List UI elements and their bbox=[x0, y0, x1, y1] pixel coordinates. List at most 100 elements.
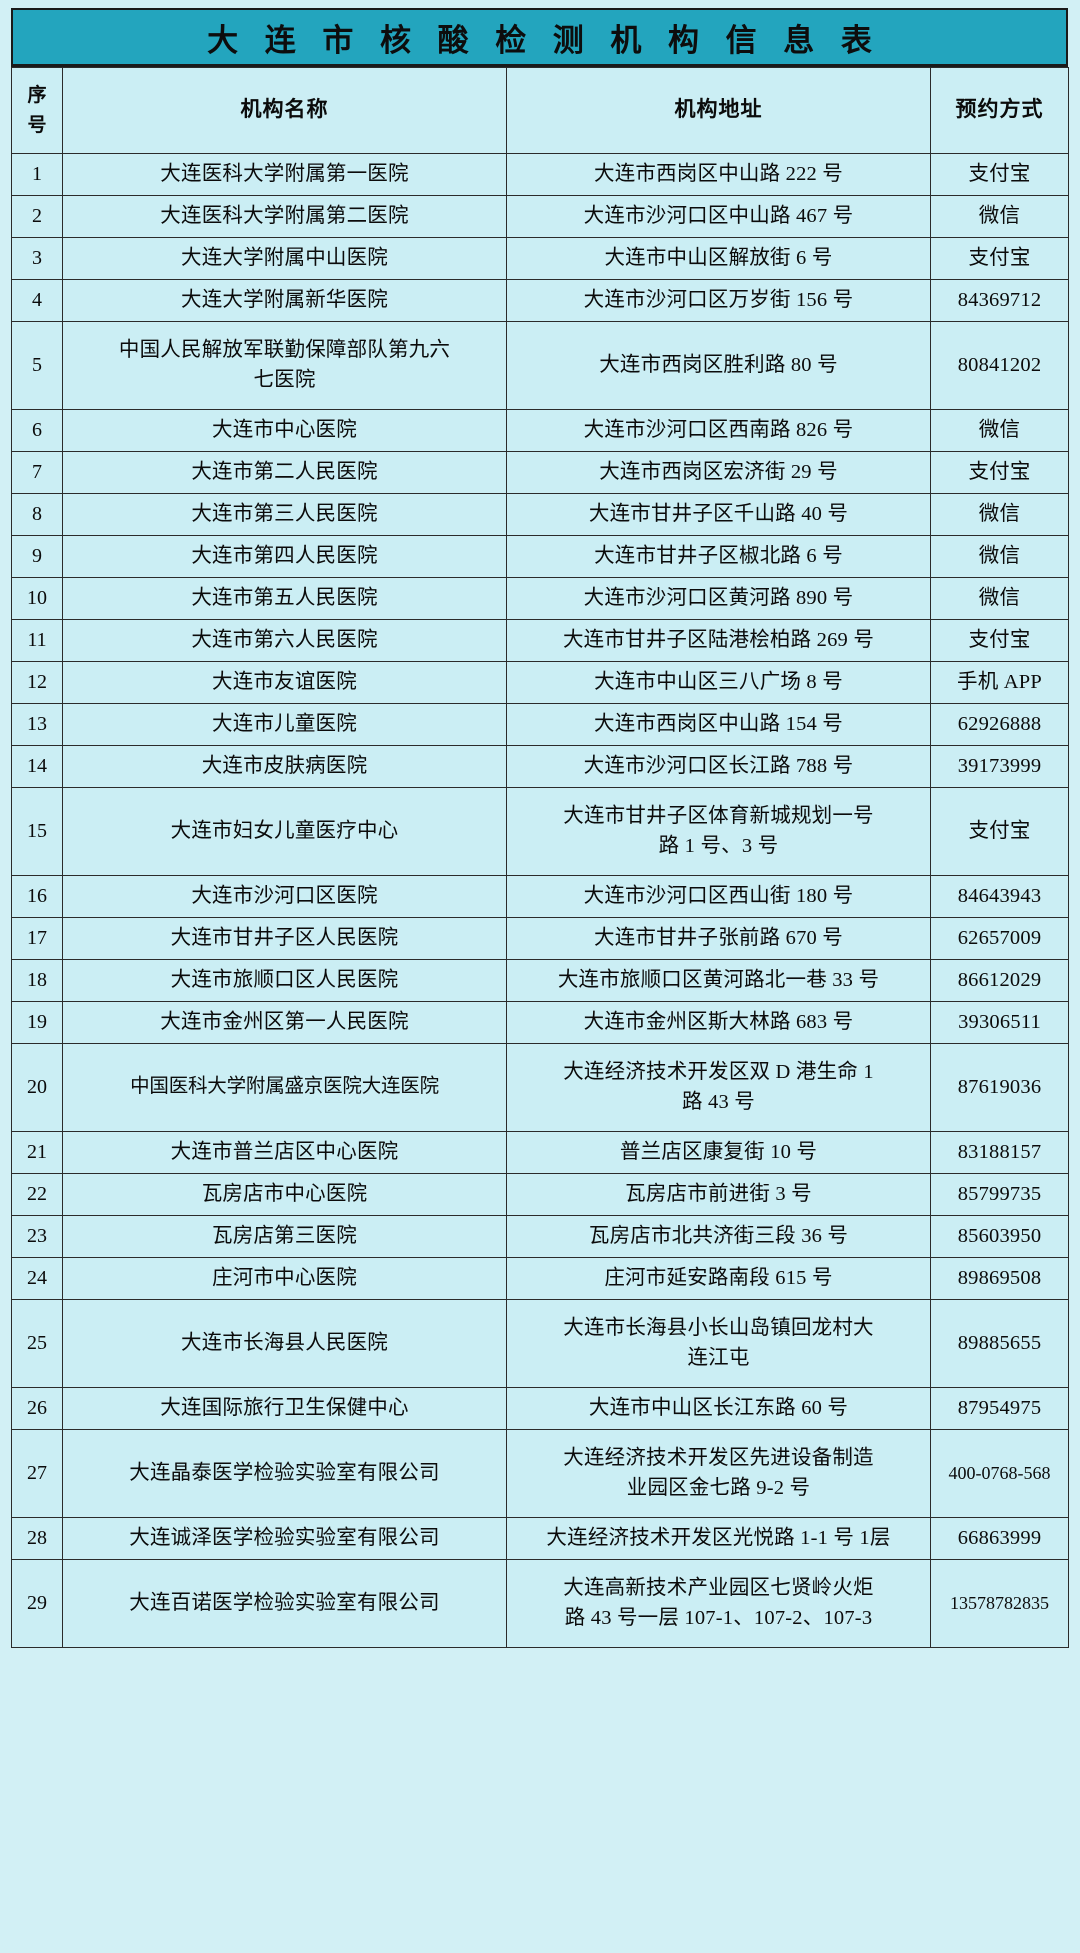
table-row: 14 大连市皮肤病医院 大连市沙河口区长江路 788 号 39173999 bbox=[11, 745, 1069, 788]
cell-institution-name: 大连市儿童医院 bbox=[62, 703, 507, 746]
table-row: 29 大连百诺医学检验实验室有限公司 大连高新技术产业园区七贤岭火炬路 43 号一层… bbox=[11, 1559, 1069, 1648]
table-row: 28 大连诚泽医学检验实验室有限公司 大连经济技术开发区光悦路 1-1 号 1层 66… bbox=[11, 1517, 1069, 1560]
cell-index: 13 bbox=[11, 703, 63, 746]
table-row: 16 大连市沙河口区医院 大连市沙河口区西山街 180 号 84643943 bbox=[11, 875, 1069, 918]
cell-booking-method: 400-0768-568 bbox=[930, 1429, 1069, 1518]
cell-institution-name: 大连市甘井子区人民医院 bbox=[62, 917, 507, 960]
table-header: 序 号 机构名称 机构地址 预约方式 bbox=[11, 67, 1069, 154]
cell-booking-method: 支付宝 bbox=[930, 153, 1069, 196]
cell-booking-method: 87954975 bbox=[930, 1387, 1069, 1430]
cell-institution-name: 大连市沙河口区医院 bbox=[62, 875, 507, 918]
cell-index: 21 bbox=[11, 1131, 63, 1174]
cell-booking-method: 80841202 bbox=[930, 321, 1069, 410]
table-row: 17 大连市甘井子区人民医院 大连市甘井子张前路 670 号 62657009 bbox=[11, 917, 1069, 960]
table-row: 2 大连医科大学附属第二医院 大连市沙河口区中山路 467 号微信 bbox=[11, 195, 1069, 238]
cell-institution-name: 大连市第四人民医院 bbox=[62, 535, 507, 578]
column-header-name: 机构名称 bbox=[62, 67, 507, 154]
cell-institution-name: 大连市皮肤病医院 bbox=[62, 745, 507, 788]
cell-booking-method: 87619036 bbox=[930, 1043, 1069, 1132]
table-row: 24 庄河市中心医院 庄河市延安路南段 615 号 89869508 bbox=[11, 1257, 1069, 1300]
cell-institution-address: 大连市沙河口区长江路 788 号 bbox=[506, 745, 931, 788]
table-row: 3 大连大学附属中山医院 大连市中山区解放街 6 号支付宝 bbox=[11, 237, 1069, 280]
cell-institution-name: 大连医科大学附属第二医院 bbox=[62, 195, 507, 238]
cell-institution-name: 中国医科大学附属盛京医院大连医院 bbox=[62, 1043, 507, 1132]
table-row: 15 大连市妇女儿童医疗中心 大连市甘井子区体育新城规划一号路 1 号、3 号支付宝 bbox=[11, 787, 1069, 876]
cell-booking-method: 微信 bbox=[930, 195, 1069, 238]
table-row: 8 大连市第三人民医院 大连市甘井子区千山路 40 号微信 bbox=[11, 493, 1069, 536]
table-row: 4 大连大学附属新华医院 大连市沙河口区万岁街 156 号 84369712 bbox=[11, 279, 1069, 322]
cell-booking-method: 支付宝 bbox=[930, 619, 1069, 662]
table-row: 27 大连晶泰医学检验实验室有限公司 大连经济技术开发区先进设备制造 业园区金七路 9… bbox=[11, 1429, 1069, 1518]
cell-booking-method: 84643943 bbox=[930, 875, 1069, 918]
cell-institution-address: 大连市金州区斯大林路 683 号 bbox=[506, 1001, 931, 1044]
testing-institutions-table: 序 号 机构名称 机构地址 预约方式 1 大连医科大学附属第一医院 大连市西岗区中山… bbox=[11, 67, 1069, 1648]
cell-institution-address: 大连高新技术产业园区七贤岭火炬路 43 号一层 107-1、107-2、107-… bbox=[506, 1559, 931, 1648]
column-header-index-line1: 序 bbox=[27, 85, 47, 107]
cell-institution-address: 大连市西岗区中山路 154 号 bbox=[506, 703, 931, 746]
table-row: 5 中国人民解放军联勤保障部队第九六 七医院 大连市西岗区胜利路 80 号 808412… bbox=[11, 321, 1069, 410]
cell-index: 26 bbox=[11, 1387, 63, 1430]
cell-booking-method: 84369712 bbox=[930, 279, 1069, 322]
cell-booking-method: 支付宝 bbox=[930, 787, 1069, 876]
cell-institution-address-line: 路 43 号 bbox=[682, 1090, 755, 1113]
cell-index: 28 bbox=[11, 1517, 63, 1560]
cell-institution-address: 大连经济技术开发区光悦路 1-1 号 1层 bbox=[506, 1517, 931, 1560]
table-row: 18 大连市旅顺口区人民医院 大连市旅顺口区黄河路北一巷 33 号 86612029 bbox=[11, 959, 1069, 1002]
cell-index: 20 bbox=[11, 1043, 63, 1132]
table-row: 6 大连市中心医院 大连市沙河口区西南路 826 号微信 bbox=[11, 409, 1069, 452]
page-title: 大 连 市 核 酸 检 测 机 构 信 息 表 bbox=[207, 22, 881, 58]
table-row: 10 大连市第五人民医院 大连市沙河口区黄河路 890 号微信 bbox=[11, 577, 1069, 620]
cell-booking-method: 85603950 bbox=[930, 1215, 1069, 1258]
cell-institution-address: 大连市西岗区中山路 222 号 bbox=[506, 153, 931, 196]
cell-booking-method: 83188157 bbox=[930, 1131, 1069, 1174]
cell-institution-address: 大连市沙河口区黄河路 890 号 bbox=[506, 577, 931, 620]
cell-institution-address: 瓦房店市北共济街三段 36 号 bbox=[506, 1215, 931, 1258]
cell-index: 22 bbox=[11, 1173, 63, 1216]
cell-booking-method: 62926888 bbox=[930, 703, 1069, 746]
cell-institution-address: 大连市西岗区宏济街 29 号 bbox=[506, 451, 931, 494]
cell-institution-name: 大连市中心医院 bbox=[62, 409, 507, 452]
table-row: 19 大连市金州区第一人民医院 大连市金州区斯大林路 683 号 39306511 bbox=[11, 1001, 1069, 1044]
column-header-address: 机构地址 bbox=[506, 67, 931, 154]
cell-institution-address-line: 大连市长海县小长山岛镇回龙村大 bbox=[563, 1316, 874, 1339]
cell-booking-method: 13578782835 bbox=[930, 1559, 1069, 1648]
cell-index: 2 bbox=[11, 195, 63, 238]
cell-institution-address-line: 大连经济技术开发区双 D 港生命 1 bbox=[563, 1060, 874, 1083]
cell-booking-method: 89885655 bbox=[930, 1299, 1069, 1388]
cell-institution-address-line: 连江屯 bbox=[687, 1346, 750, 1369]
cell-index: 6 bbox=[11, 409, 63, 452]
cell-institution-name: 大连市旅顺口区人民医院 bbox=[62, 959, 507, 1002]
cell-institution-address: 大连市甘井子区体育新城规划一号路 1 号、3 号 bbox=[506, 787, 931, 876]
cell-institution-name: 大连市妇女儿童医疗中心 bbox=[62, 787, 507, 876]
cell-index: 7 bbox=[11, 451, 63, 494]
cell-index: 10 bbox=[11, 577, 63, 620]
cell-institution-name: 中国人民解放军联勤保障部队第九六 七医院 bbox=[62, 321, 507, 410]
cell-booking-method: 微信 bbox=[930, 577, 1069, 620]
cell-institution-name-line: 中国人民解放军联勤保障部队第九六 bbox=[118, 338, 451, 361]
table-row: 7 大连市第二人民医院 大连市西岗区宏济街 29 号支付宝 bbox=[11, 451, 1069, 494]
cell-index: 14 bbox=[11, 745, 63, 788]
cell-institution-name: 大连大学附属中山医院 bbox=[62, 237, 507, 280]
cell-index: 29 bbox=[11, 1559, 63, 1648]
cell-index: 9 bbox=[11, 535, 63, 578]
cell-institution-name: 庄河市中心医院 bbox=[62, 1257, 507, 1300]
cell-booking-method: 微信 bbox=[930, 493, 1069, 536]
cell-institution-address: 大连市甘井子区椒北路 6 号 bbox=[506, 535, 931, 578]
cell-institution-address: 大连市沙河口区中山路 467 号 bbox=[506, 195, 931, 238]
cell-index: 17 bbox=[11, 917, 63, 960]
cell-index: 3 bbox=[11, 237, 63, 280]
cell-booking-method: 微信 bbox=[930, 409, 1069, 452]
cell-institution-name: 大连市第五人民医院 bbox=[62, 577, 507, 620]
cell-institution-address: 大连市甘井子张前路 670 号 bbox=[506, 917, 931, 960]
cell-institution-name: 大连市第六人民医院 bbox=[62, 619, 507, 662]
cell-booking-method: 支付宝 bbox=[930, 451, 1069, 494]
cell-institution-address: 大连市西岗区胜利路 80 号 bbox=[506, 321, 931, 410]
cell-institution-name: 大连晶泰医学检验实验室有限公司 bbox=[62, 1429, 507, 1518]
cell-institution-address-line: 大连经济技术开发区先进设备制造 bbox=[563, 1446, 874, 1469]
cell-booking-method: 66863999 bbox=[930, 1517, 1069, 1560]
table-row: 12 大连市友谊医院 大连市中山区三八广场 8 号手机 APP bbox=[11, 661, 1069, 704]
cell-institution-address: 大连市沙河口区万岁街 156 号 bbox=[506, 279, 931, 322]
cell-institution-address-line: 路 1 号、3 号 bbox=[658, 834, 779, 857]
cell-institution-address: 庄河市延安路南段 615 号 bbox=[506, 1257, 931, 1300]
